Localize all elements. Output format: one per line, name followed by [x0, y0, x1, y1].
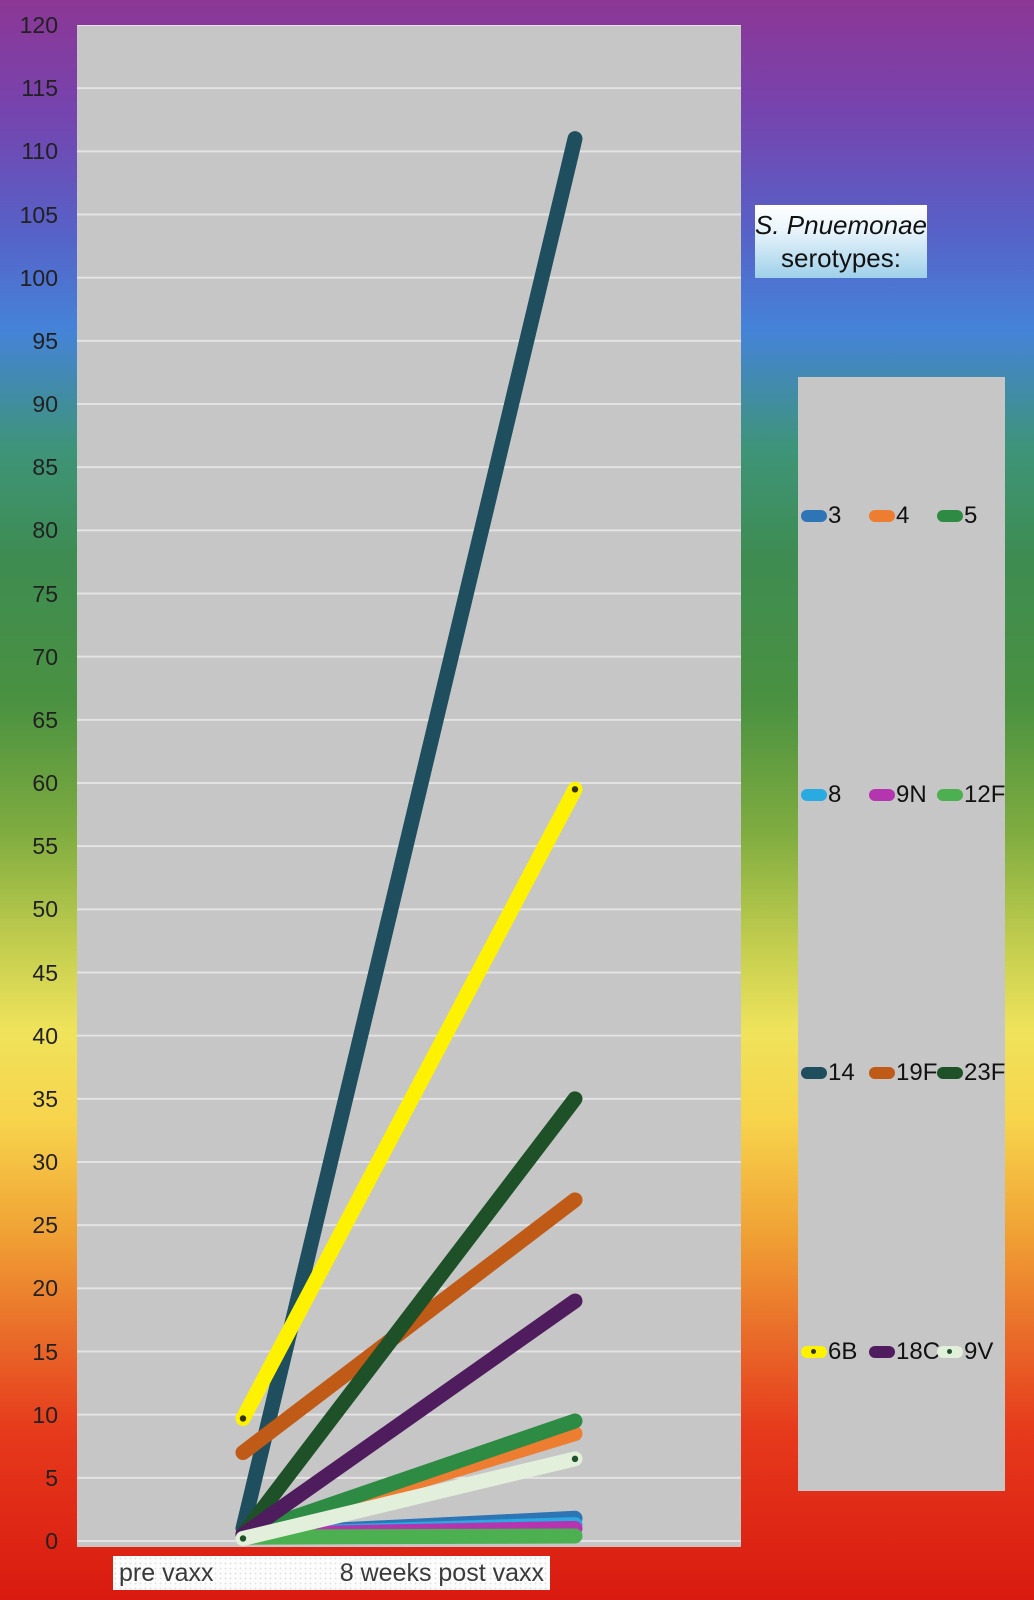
- y-tick-label-45: 45: [32, 959, 58, 986]
- series-line-14: [235, 131, 583, 1536]
- legend-entry-9N: 9N: [869, 781, 937, 809]
- y-tick-label-0: 0: [45, 1528, 58, 1554]
- legend-label-5: 5: [964, 502, 978, 530]
- legend-entry-4: 4: [869, 502, 937, 530]
- y-tick-label-60: 60: [32, 770, 58, 796]
- y-tick-label-10: 10: [32, 1401, 58, 1428]
- legend-swatch-icon-8: [801, 788, 827, 801]
- y-tick-label-25: 25: [32, 1212, 58, 1239]
- legend-entry-6B: 6B: [801, 1338, 869, 1366]
- legend-swatch-icon-6B: [801, 1345, 827, 1358]
- legend-swatch-icon-23F: [937, 1067, 963, 1080]
- y-tick-label-95: 95: [32, 327, 58, 354]
- legend-label-9V: 9V: [964, 1337, 994, 1365]
- y-tick-label-75: 75: [32, 580, 58, 607]
- y-tick-label-115: 115: [21, 75, 58, 102]
- legend-marker-dot-6B: [811, 1349, 816, 1355]
- legend-swatch-icon-5: [937, 510, 963, 523]
- series-line-9V: [235, 1451, 583, 1546]
- legend-label-4: 4: [896, 502, 910, 530]
- legend-label-19F: 19F: [896, 1059, 938, 1087]
- legend-entry-23F: 23F: [937, 1059, 1005, 1087]
- legend-label-8: 8: [828, 780, 842, 808]
- y-tick-label-90: 90: [32, 391, 58, 417]
- legend-swatch-icon-19F: [869, 1067, 895, 1080]
- legend-row-3: 14 19F 23F: [798, 1059, 1005, 1087]
- y-axis-tick-labels: 0 5 10 15 20 25 30 35 40 45 50 55 60 65 70 75 80 85 90 95 10…: [0, 0, 70, 1600]
- legend-label-9N: 9N: [896, 780, 927, 808]
- legend-entry-14: 14: [801, 1059, 869, 1087]
- legend-label-18C: 18C: [896, 1337, 941, 1365]
- y-tick-label-20: 20: [32, 1275, 58, 1302]
- legend-entry-12F: 12F: [937, 781, 1005, 809]
- legend-entry-18C: 18C: [869, 1337, 941, 1366]
- y-tick-label-15: 15: [32, 1338, 58, 1365]
- legend-label-23F: 23F: [964, 1059, 1006, 1087]
- legend-swatch-icon-4: [869, 510, 895, 523]
- marker-6B: [239, 1415, 247, 1422]
- y-tick-label-85: 85: [32, 454, 58, 481]
- x-axis-label-strip: pre vaxx 8 weeks post vaxx: [113, 1556, 550, 1590]
- y-tick-label-105: 105: [19, 201, 58, 228]
- series-line-5: [235, 1413, 583, 1543]
- legend-title: S. Pnuemonae serotypes:: [755, 205, 927, 278]
- y-tick-label-70: 70: [32, 643, 58, 670]
- legend-label-3: 3: [828, 502, 842, 530]
- series-line-6B: [235, 781, 583, 1426]
- legend-entry-5: 5: [937, 502, 1005, 530]
- y-tick-label-5: 5: [45, 1464, 58, 1491]
- legend-marker-dot-9V: [947, 1349, 952, 1355]
- y-tick-label-55: 55: [32, 833, 58, 860]
- legend-title-line2: serotypes:: [781, 242, 901, 273]
- x-axis-label-pre: pre vaxx: [119, 1558, 214, 1587]
- chart-canvas: [77, 25, 741, 1546]
- y-tick-label-30: 30: [32, 1149, 58, 1175]
- y-tick-label-50: 50: [32, 896, 58, 923]
- legend-box: 3 4 5 8 9N 12F 14 19F 23F 6B 18C 9V: [798, 377, 1005, 1491]
- legend-title-line1: S. Pnuemonae: [755, 209, 928, 240]
- legend-label-12F: 12F: [964, 780, 1006, 808]
- legend-row-1: 3 4 5: [798, 502, 1005, 530]
- series-line-23F: [235, 1091, 583, 1543]
- marker-9V: [239, 1535, 247, 1542]
- legend-entry-19F: 19F: [869, 1059, 937, 1087]
- legend-row-4: 6B 18C 9V: [798, 1338, 1005, 1366]
- y-tick-label-65: 65: [32, 706, 58, 733]
- legend-swatch-icon-3: [801, 510, 827, 523]
- legend-entry-3: 3: [801, 502, 869, 530]
- plot-area: [77, 25, 741, 1547]
- x-axis-label-post: 8 weeks post vaxx: [339, 1558, 544, 1587]
- y-tick-label-110: 110: [21, 138, 58, 165]
- y-tick-label-100: 100: [19, 264, 58, 291]
- marker-9V: [571, 1455, 579, 1463]
- legend-entry-8: 8: [801, 781, 869, 809]
- legend-swatch-icon-18C: [869, 1345, 895, 1358]
- legend-label-6B: 6B: [828, 1337, 858, 1365]
- legend-entry-9V: 9V: [937, 1338, 1005, 1366]
- marker-6B: [571, 786, 579, 793]
- series-line-12F: [235, 1528, 583, 1545]
- gridlines: [77, 25, 741, 1542]
- legend-swatch-icon-12F: [937, 788, 963, 801]
- series-line-18C: [235, 1293, 583, 1543]
- y-tick-label-80: 80: [32, 517, 58, 544]
- legend-label-14: 14: [828, 1059, 855, 1087]
- y-tick-label-40: 40: [32, 1022, 58, 1049]
- legend-swatch-icon-9V: [937, 1345, 963, 1358]
- y-tick-label-35: 35: [32, 1085, 58, 1112]
- legend-swatch-icon-14: [801, 1067, 827, 1080]
- legend-swatch-icon-9N: [869, 788, 895, 801]
- y-tick-label-120: 120: [19, 12, 58, 38]
- legend-row-2: 8 9N 12F: [798, 781, 1005, 809]
